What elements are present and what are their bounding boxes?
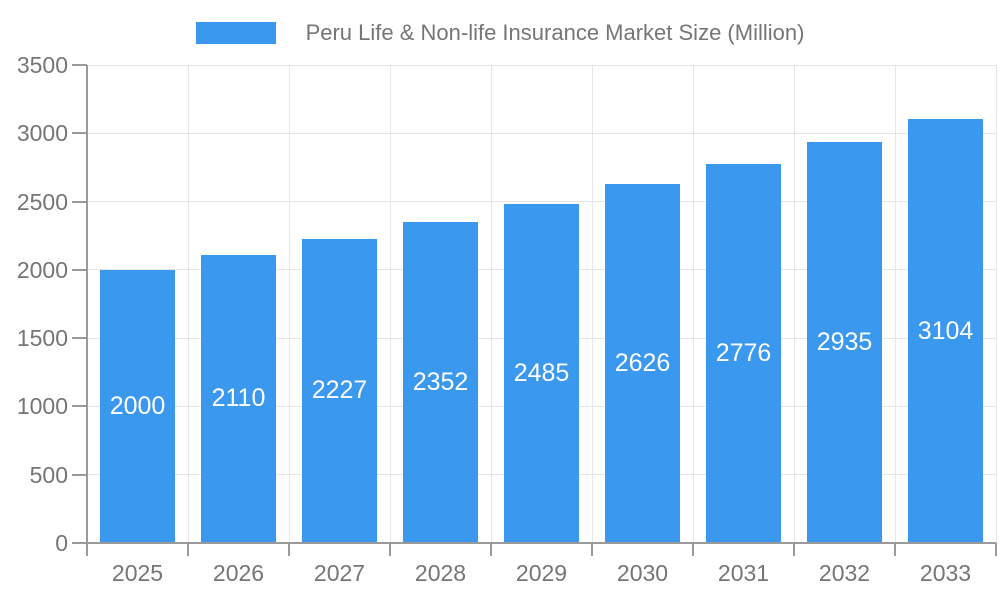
x-tick-label: 2032 (818, 560, 871, 586)
bar-value-label: 2227 (311, 376, 368, 405)
y-axis-tick (72, 64, 87, 66)
x-axis-tick (995, 543, 997, 556)
bar-value-label: 3104 (917, 316, 974, 345)
x-gridline (995, 65, 997, 543)
bar-2031: 2776 (706, 163, 781, 543)
legend-label: Peru Life & Non-life Insurance Market Si… (305, 20, 805, 45)
bar-value-label: 2935 (816, 328, 873, 357)
y-axis-tick (72, 200, 87, 203)
x-tick-label: 2029 (515, 560, 568, 586)
bar-value-label: 2352 (412, 367, 469, 396)
bar-2033: 3104 (908, 119, 983, 543)
bar-value-label: 2110 (211, 384, 266, 413)
x-gridline (793, 65, 795, 543)
bar-value-label: 2776 (715, 338, 772, 367)
y-tick-label: 1000 (16, 393, 68, 420)
y-axis-line (86, 65, 88, 556)
x-gridline (894, 65, 896, 543)
x-tick-label: 2028 (414, 560, 467, 586)
x-axis-tick (894, 543, 896, 556)
y-tick-label: 0 (55, 530, 68, 556)
bar-value-label: 2000 (109, 391, 166, 420)
x-axis-tick (187, 543, 189, 556)
x-tick-label: 2025 (111, 560, 164, 586)
y-tick-label: 2000 (16, 256, 68, 283)
y-axis-tick (72, 542, 87, 544)
x-tick-label: 2031 (717, 560, 770, 586)
y-gridline (87, 64, 996, 66)
bar-2027: 2227 (302, 238, 377, 543)
legend-swatch (195, 22, 276, 44)
x-gridline (692, 65, 694, 543)
y-axis-tick (72, 337, 87, 340)
y-gridline (87, 201, 996, 203)
y-axis-tick (72, 405, 87, 408)
x-axis-line (87, 542, 996, 544)
x-axis-tick (692, 543, 694, 556)
y-tick-label: 3000 (16, 120, 68, 147)
y-tick-label: 500 (29, 461, 68, 488)
bar-2025: 2000 (100, 269, 175, 543)
bar-2032: 2935 (807, 142, 882, 543)
y-axis-tick (72, 268, 87, 271)
bar-2026: 2110 (201, 254, 276, 543)
x-gridline (490, 65, 492, 543)
y-tick-label: 2500 (16, 188, 68, 215)
y-axis-tick (72, 473, 87, 476)
bar-2028: 2352 (403, 221, 478, 543)
x-axis-tick (591, 543, 593, 556)
bar-2030: 2626 (605, 184, 680, 543)
bar-value-label: 2626 (614, 349, 671, 378)
x-axis-tick (793, 543, 795, 556)
bar-value-label: 2485 (513, 358, 570, 387)
legend: Peru Life & Non-life Insurance Market Si… (0, 20, 1000, 45)
y-gridline (87, 132, 996, 134)
x-axis-tick (389, 543, 391, 556)
x-gridline (288, 65, 290, 543)
y-axis-tick (72, 132, 87, 135)
bar-2029: 2485 (504, 203, 579, 543)
x-gridline (389, 65, 391, 543)
x-tick-label: 2026 (212, 560, 265, 586)
x-axis-tick (288, 543, 290, 556)
x-gridline (591, 65, 593, 543)
x-tick-label: 2027 (313, 560, 366, 586)
x-gridline (187, 65, 189, 543)
x-axis-tick (490, 543, 492, 556)
x-tick-label: 2033 (919, 560, 972, 586)
y-tick-label: 3500 (16, 52, 68, 78)
y-tick-label: 1500 (16, 325, 68, 352)
x-tick-label: 2030 (616, 560, 669, 586)
